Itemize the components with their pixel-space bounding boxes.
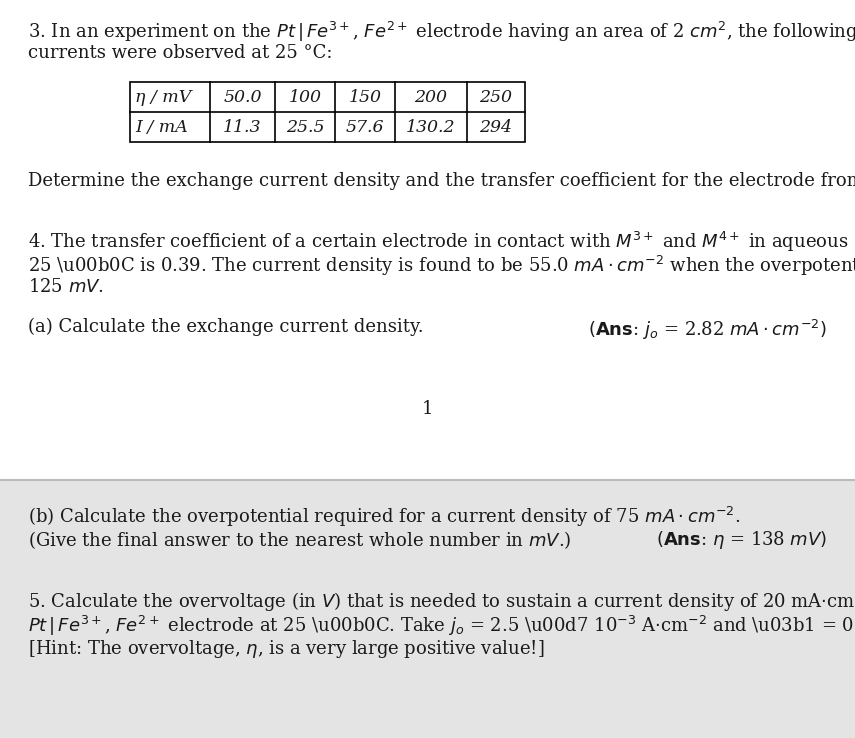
Text: [Hint: The overvoltage, $\eta$, is a very large positive value!]: [Hint: The overvoltage, $\eta$, is a ver… [28,638,545,660]
Text: $(\mathbf{Ans}$: $\eta$ = 138 $mV)$: $(\mathbf{Ans}$: $\eta$ = 138 $mV)$ [656,529,827,551]
Text: currents were observed at 25 °C:: currents were observed at 25 °C: [28,44,333,62]
Text: 5. Calculate the overvoltage (in $V$) that is needed to sustain a current densit: 5. Calculate the overvoltage (in $V$) th… [28,590,855,614]
Text: 1: 1 [422,400,433,418]
Text: (Give the final answer to the nearest whole number in $mV$.): (Give the final answer to the nearest wh… [28,529,571,551]
Bar [0,480,855,738]
Text: 294: 294 [480,119,512,136]
Text: (a) Calculate the exchange current density.: (a) Calculate the exchange current densi… [28,318,423,337]
Text: 11.3: 11.3 [223,119,262,136]
Text: 50.0: 50.0 [223,89,262,106]
Text: 200: 200 [415,89,447,106]
Bar [0,0,855,480]
Text: 100: 100 [288,89,321,106]
Text: 125 $mV$.: 125 $mV$. [28,278,104,296]
Text: $Pt\,|\,Fe^{3+}$, $Fe^{2+}$ electrode at 25 \u00b0C. Take $j_o$ = 2.5 \u00d7 10$: $Pt\,|\,Fe^{3+}$, $Fe^{2+}$ electrode at… [28,614,855,638]
Text: 4. The transfer coefficient of a certain electrode in contact with $M^{3+}$ and : 4. The transfer coefficient of a certain… [28,230,855,254]
Text: 150: 150 [349,89,381,106]
Text: 250: 250 [480,89,512,106]
Text: 3. In an experiment on the $Pt\,|\,Fe^{3+}$, $Fe^{2+}$ electrode having an area : 3. In an experiment on the $Pt\,|\,Fe^{3… [28,20,855,44]
Text: 130.2: 130.2 [406,119,456,136]
Text: Determine the exchange current density and the transfer coefficient for the elec: Determine the exchange current density a… [28,172,855,190]
Bar [130,82,525,142]
Text: $(\mathbf{Ans}$: $j_o$ = 2.82 $mA \cdot cm^{-2})$: $(\mathbf{Ans}$: $j_o$ = 2.82 $mA \cdot … [588,318,827,342]
Text: η / mV: η / mV [135,89,192,106]
Text: (b) Calculate the overpotential required for a current density of 75 $mA \cdot c: (b) Calculate the overpotential required… [28,505,740,529]
Text: 57.6: 57.6 [345,119,384,136]
Text: 25.5: 25.5 [286,119,324,136]
Text: I / mA: I / mA [135,119,188,136]
Text: 25 \u00b0C is 0.39. The current density is found to be 55.0 $mA \cdot cm^{-2}$ w: 25 \u00b0C is 0.39. The current density … [28,254,855,278]
